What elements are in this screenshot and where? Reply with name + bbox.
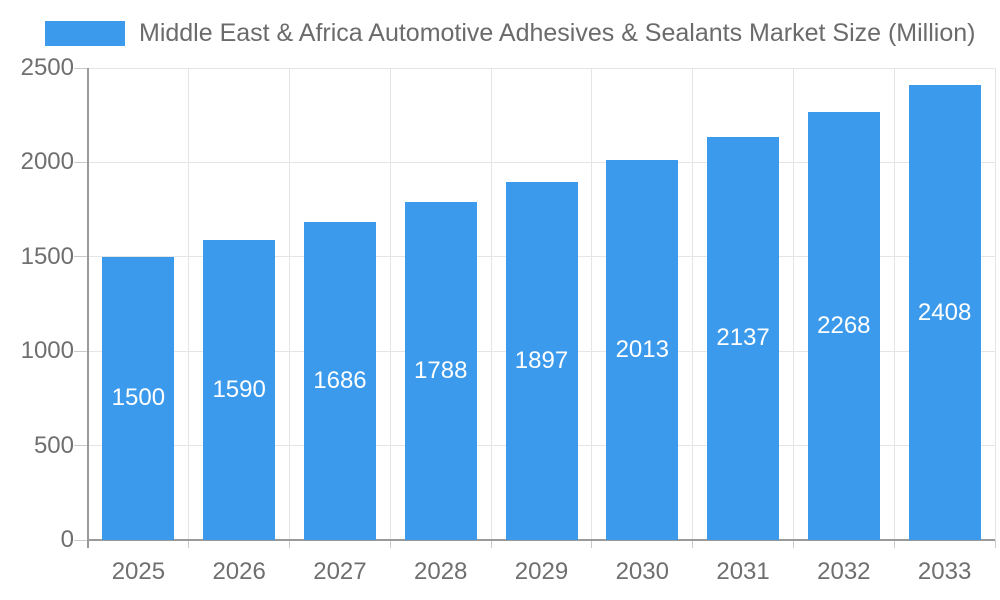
bar-2030[interactable] <box>606 159 679 540</box>
bar-2029[interactable] <box>505 181 578 540</box>
y-axis-tick <box>74 256 88 258</box>
v-gridline <box>188 68 190 540</box>
y-axis-tick-label: 1000 <box>20 337 74 365</box>
v-gridline <box>289 68 291 540</box>
x-axis-tick <box>289 540 291 548</box>
bar-2025[interactable] <box>102 256 175 540</box>
bar-value-label: 2408 <box>917 298 972 326</box>
y-axis-tick <box>74 445 88 447</box>
x-axis-tick <box>591 540 593 548</box>
h-gridline <box>88 161 995 163</box>
x-axis-tick <box>692 540 694 548</box>
y-axis-tick-label: 2000 <box>20 148 74 176</box>
y-axis-line <box>87 68 89 548</box>
y-axis-tick <box>74 161 88 163</box>
x-axis-tick-label: 2027 <box>313 558 367 585</box>
bar-2032[interactable] <box>807 111 880 540</box>
bar-value-label: 2137 <box>716 324 770 352</box>
v-gridline <box>389 68 391 540</box>
v-gridline <box>994 68 996 540</box>
bar-2026[interactable] <box>203 239 276 540</box>
x-axis-tick <box>188 540 190 548</box>
v-gridline <box>792 68 794 540</box>
bar-value-label: 2013 <box>615 335 669 363</box>
y-axis-tick-label: 500 <box>33 431 74 459</box>
x-axis-tick-label: 2026 <box>212 558 266 585</box>
x-axis-tick-label: 2028 <box>414 558 468 585</box>
y-axis-tick <box>74 350 88 352</box>
y-axis-tick-label: 2500 <box>20 54 74 81</box>
v-gridline <box>490 68 492 540</box>
bar-value-label: 1686 <box>313 366 367 394</box>
bar-2031[interactable] <box>707 136 780 540</box>
bar-value-label: 1897 <box>514 346 569 374</box>
x-axis-tick-label: 2033 <box>917 558 972 585</box>
y-axis-tick <box>74 67 88 69</box>
chart-title: Middle East & Africa Automotive Adhesive… <box>139 18 976 47</box>
bar-value-label: 2268 <box>817 311 871 339</box>
legend-swatch <box>45 20 125 46</box>
x-axis-tick-label: 2029 <box>514 558 569 585</box>
y-axis-tick-label: 1500 <box>20 242 74 270</box>
y-axis-tick-label: 0 <box>60 526 74 553</box>
x-axis-tick <box>994 540 996 548</box>
x-axis-line <box>88 539 995 541</box>
bar-2027[interactable] <box>303 221 376 540</box>
x-axis-tick <box>490 540 492 548</box>
y-axis-tick <box>74 539 88 541</box>
bar-value-label: 1500 <box>111 384 166 412</box>
x-axis-tick-label: 2025 <box>111 558 166 585</box>
bar-value-label: 1788 <box>414 357 468 385</box>
bar-2028[interactable] <box>404 202 477 540</box>
bar-value-label: 1590 <box>212 375 266 403</box>
v-gridline <box>692 68 694 540</box>
x-axis-tick <box>792 540 794 548</box>
v-gridline <box>591 68 593 540</box>
v-gridline <box>893 68 895 540</box>
x-axis-tick-label: 2032 <box>817 558 871 585</box>
x-axis-tick-label: 2031 <box>716 558 770 585</box>
x-axis-tick <box>389 540 391 548</box>
plot-area: 0 500 1000 1500 2000 2500 1500 2025 1590 2026 1686… <box>21 54 996 585</box>
bar-2033[interactable] <box>908 85 981 540</box>
x-axis-tick <box>893 540 895 548</box>
legend-item[interactable]: Middle East & Africa Automotive Adhesive… <box>45 19 975 47</box>
h-gridline <box>88 67 995 69</box>
x-axis-tick-label: 2030 <box>615 558 669 585</box>
